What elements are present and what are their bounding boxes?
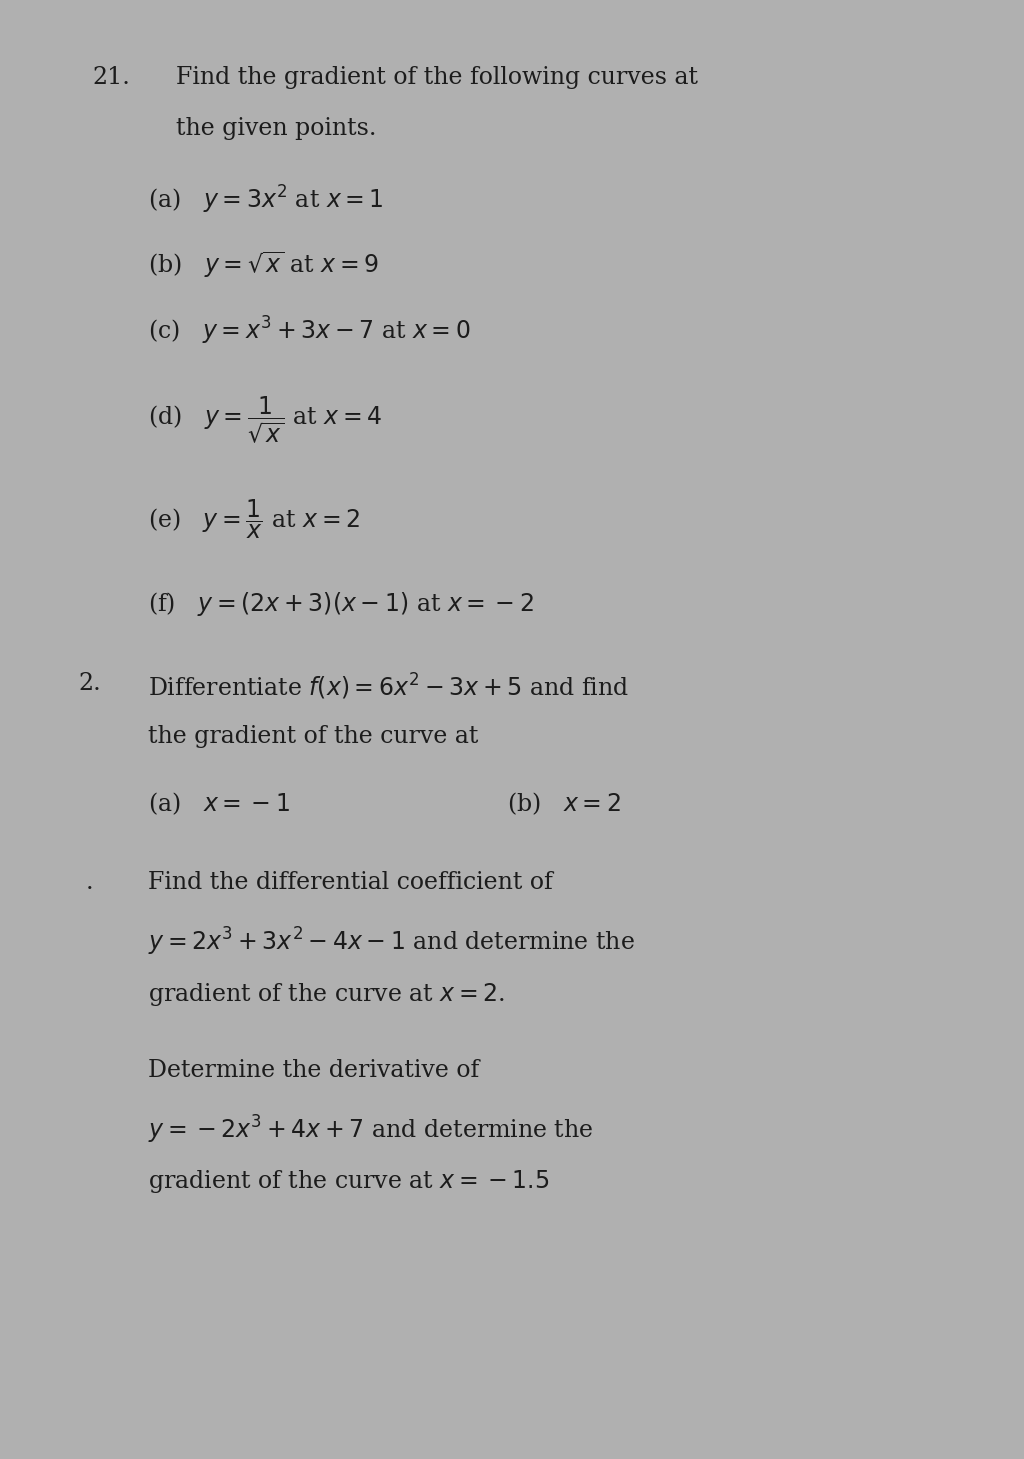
Text: Find the gradient of the following curves at: Find the gradient of the following curve… — [176, 66, 698, 89]
Text: (a)   $y = 3x^2$ at $x = 1$: (a) $y = 3x^2$ at $x = 1$ — [148, 184, 384, 216]
Text: Differentiate $f(x) = 6x^2 - 3x + 5$ and find: Differentiate $f(x) = 6x^2 - 3x + 5$ and… — [148, 671, 629, 702]
Text: the gradient of the curve at: the gradient of the curve at — [148, 725, 478, 748]
Text: (e)   $y = \dfrac{1}{x}$ at $x = 2$: (e) $y = \dfrac{1}{x}$ at $x = 2$ — [148, 498, 360, 541]
Text: (b)   $x = 2$: (b) $x = 2$ — [507, 791, 621, 817]
Text: (f)   $y = (2x + 3)(x - 1)$ at $x = -2$: (f) $y = (2x + 3)(x - 1)$ at $x = -2$ — [148, 589, 534, 619]
Text: Find the differential coefficient of: Find the differential coefficient of — [148, 871, 553, 894]
Text: 2.: 2. — [78, 671, 101, 694]
Text: (d)   $y = \dfrac{1}{\sqrt{x}}$ at $x = 4$: (d) $y = \dfrac{1}{\sqrt{x}}$ at $x = 4$ — [148, 395, 382, 446]
Text: gradient of the curve at $x = 2$.: gradient of the curve at $x = 2$. — [148, 980, 505, 1008]
Text: .: . — [86, 871, 93, 894]
Text: the given points.: the given points. — [176, 117, 377, 140]
Text: (c)   $y = x^3 + 3x - 7$ at $x = 0$: (c) $y = x^3 + 3x - 7$ at $x = 0$ — [148, 315, 471, 347]
Text: (a)   $x = -1$: (a) $x = -1$ — [148, 791, 290, 817]
Text: $y = 2x^3 + 3x^2 - 4x - 1$ and determine the: $y = 2x^3 + 3x^2 - 4x - 1$ and determine… — [148, 926, 635, 959]
Text: (b)   $y = \sqrt{x}$ at $x = 9$: (b) $y = \sqrt{x}$ at $x = 9$ — [148, 249, 379, 280]
Text: gradient of the curve at $x = -1.5$: gradient of the curve at $x = -1.5$ — [148, 1169, 550, 1195]
Text: 21.: 21. — [92, 66, 130, 89]
Text: $y = -2x^3 + 4x + 7$ and determine the: $y = -2x^3 + 4x + 7$ and determine the — [148, 1113, 594, 1145]
Text: Determine the derivative of: Determine the derivative of — [148, 1059, 479, 1081]
